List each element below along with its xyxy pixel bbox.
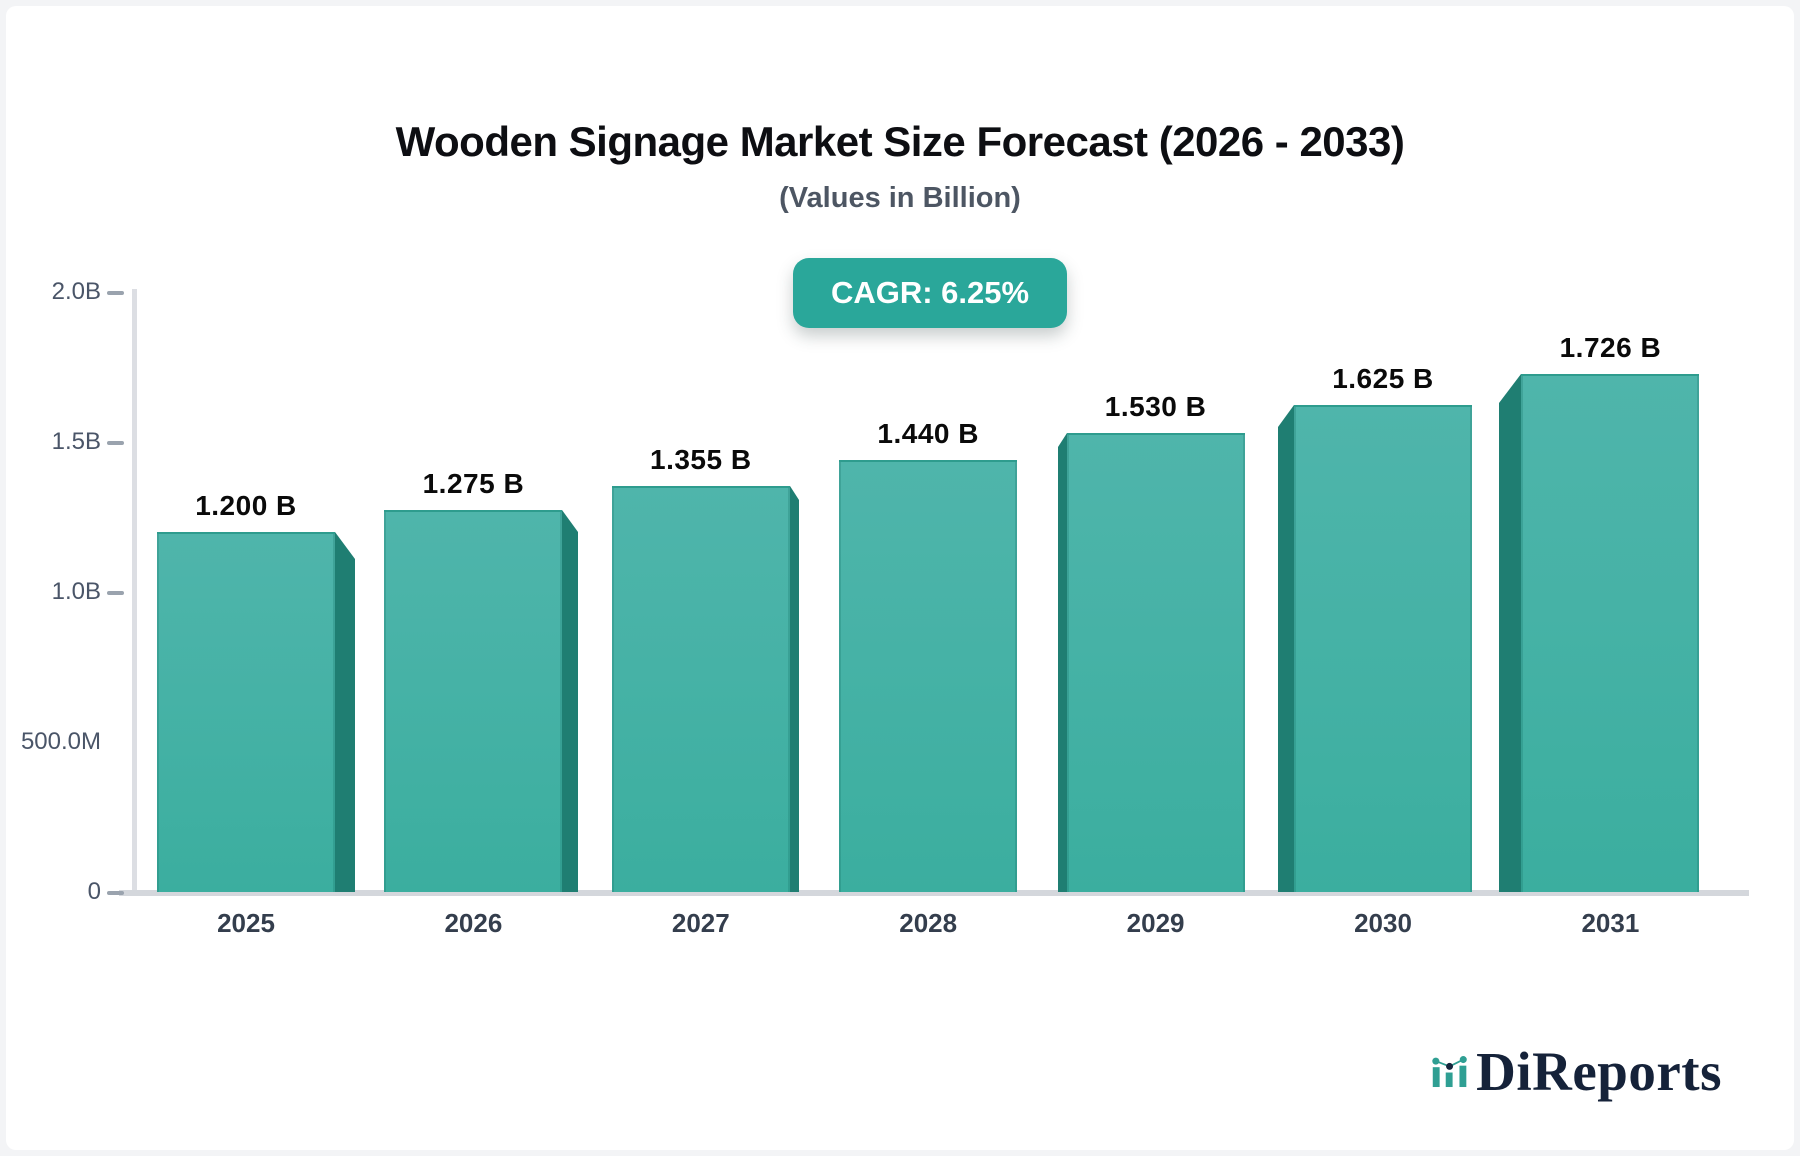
- chart-title: Wooden Signage Market Size Forecast (202…: [395, 118, 1405, 165]
- bar-value-label: 1.275 B: [422, 468, 525, 499]
- y-axis-tick-mark: [107, 291, 124, 295]
- y-axis-tick-label: 1.5B: [51, 428, 101, 455]
- x-axis-label-2031: 2031: [1581, 908, 1640, 938]
- chart-subtitle: (Values in Billion): [779, 182, 1021, 214]
- y-axis-line: [132, 289, 137, 893]
- x-axis-line: [119, 890, 1749, 896]
- bar-value-label: 1.200 B: [195, 490, 297, 521]
- bar-side-panel: [562, 510, 578, 892]
- bar-2029: [1067, 433, 1245, 892]
- bar-2027: [612, 486, 790, 892]
- bar-2025: [157, 532, 335, 892]
- x-axis-label-2027: 2027: [671, 908, 730, 938]
- bar-value-label: 1.726 B: [1559, 332, 1662, 363]
- bar-value-label: 1.625 B: [1332, 363, 1434, 394]
- y-axis-tick-label: 1.0B: [51, 578, 101, 605]
- mini-bar-chart-icon: [1432, 1056, 1467, 1088]
- y-axis-tick-mark: [107, 591, 124, 595]
- x-axis-label-2030: 2030: [1354, 908, 1412, 938]
- bar-2031: [1521, 374, 1699, 892]
- bar-side-panel: [1499, 374, 1521, 892]
- x-axis-label-2028: 2028: [899, 908, 958, 938]
- logo-text: DiReports: [1476, 1040, 1722, 1102]
- direports-logo: DiReports: [1432, 1036, 1722, 1106]
- bar-value-label: 1.530 B: [1104, 391, 1207, 422]
- bar-value-label: 1.440 B: [877, 418, 979, 449]
- bar-side-panel: [790, 486, 799, 892]
- bar-2028: [839, 460, 1017, 892]
- bar-value-label: 1.355 B: [650, 444, 752, 475]
- x-axis-label-2029: 2029: [1126, 908, 1185, 938]
- bar-2026: [384, 510, 562, 892]
- bar-side-panel: [1058, 433, 1067, 892]
- y-axis-tick-label: 500.0M: [20, 728, 101, 755]
- chart-card: Wooden Signage Market Size Forecast (202…: [6, 6, 1794, 1150]
- bar-side-panel: [1278, 405, 1294, 892]
- bar-side-panel: [335, 532, 355, 892]
- x-axis-label-2026: 2026: [444, 908, 503, 938]
- y-axis-tick-label: 2.0B: [51, 278, 101, 305]
- bar-2030: [1294, 405, 1472, 892]
- y-axis-tick-mark: [107, 441, 124, 445]
- cagr-badge: CAGR: 6.25%: [793, 258, 1067, 328]
- x-axis-label-2025: 2025: [217, 908, 275, 938]
- y-axis-tick-label: 0: [87, 878, 101, 905]
- y-axis-tick-mark: [107, 891, 124, 895]
